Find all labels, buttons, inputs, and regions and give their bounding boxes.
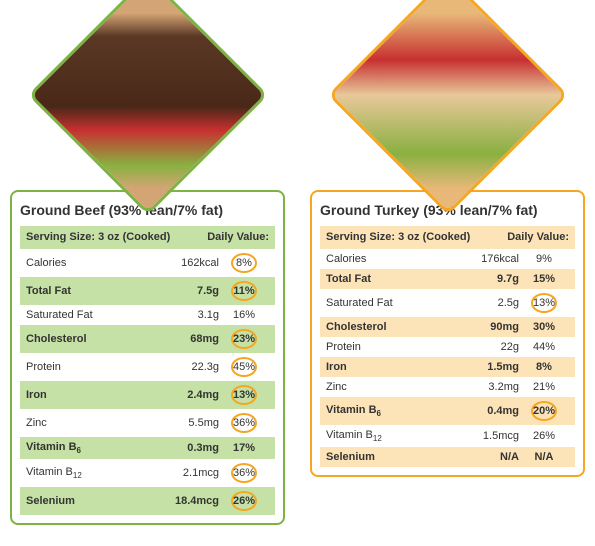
nutrient-dv: 26% [519, 430, 569, 442]
nutrient-value: 1.5mg [459, 361, 519, 373]
nutrient-name: Iron [326, 361, 459, 373]
nutrition-row: Vitamin B60.3mg17% [20, 437, 275, 459]
beef-rows: Calories162kcal8%Total Fat7.5g11%Saturat… [20, 249, 275, 515]
nutrient-name: Total Fat [26, 285, 159, 297]
nutrient-dv: 26% [219, 491, 269, 511]
beef-panel: Ground Beef (93% lean/7% fat) Serving Si… [10, 190, 285, 525]
daily-value-label: Daily Value: [507, 231, 569, 244]
turkey-header-row: Serving Size: 3 oz (Cooked) Daily Value: [320, 226, 575, 249]
nutrient-value: 0.4mg [459, 405, 519, 417]
nutrient-dv: 15% [519, 273, 569, 285]
beef-header-row: Serving Size: 3 oz (Cooked) Daily Value: [20, 226, 275, 249]
nutrition-row: Total Fat9.7g15% [320, 269, 575, 289]
nutrient-dv: 9% [519, 253, 569, 265]
nutrient-name: Vitamin B6 [326, 404, 459, 418]
nutrient-dv: 45% [219, 357, 269, 377]
nutrition-row: Cholesterol90mg30% [320, 317, 575, 337]
daily-value-label: Daily Value: [207, 231, 269, 244]
nutrient-dv: 8% [219, 253, 269, 273]
nutrient-name: Vitamin B12 [26, 466, 159, 480]
nutrient-value: 176kcal [459, 253, 519, 265]
nutrition-row: Vitamin B121.5mcg26% [320, 425, 575, 447]
nutrient-value: 22g [459, 341, 519, 353]
nutrient-dv: 16% [219, 309, 269, 321]
serving-size-label: Serving Size: 3 oz (Cooked) [26, 231, 170, 244]
nutrition-row: SeleniumN/AN/A [320, 447, 575, 467]
nutrient-value: 7.5g [159, 285, 219, 297]
nutrient-dv: 36% [219, 463, 269, 483]
nutrient-value: 68mg [159, 333, 219, 345]
turkey-rows: Calories176kcal9%Total Fat9.7g15%Saturat… [320, 249, 575, 467]
nutrient-name: Protein [26, 361, 159, 373]
beef-image-frame [27, 0, 267, 215]
nutrient-name: Zinc [26, 417, 159, 429]
nutrient-value: 22.3g [159, 361, 219, 373]
nutrition-row: Total Fat7.5g11% [20, 277, 275, 305]
nutrient-value: 90mg [459, 321, 519, 333]
nutrient-dv: 36% [219, 413, 269, 433]
nutrient-name: Protein [326, 341, 459, 353]
beef-card: Ground Beef (93% lean/7% fat) Serving Si… [10, 10, 285, 536]
nutrient-name: Vitamin B6 [26, 441, 159, 455]
nutrition-row: Protein22.3g45% [20, 353, 275, 381]
nutrition-row: Vitamin B122.1mcg36% [20, 459, 275, 487]
nutrient-name: Saturated Fat [26, 309, 159, 321]
nutrition-row: Iron2.4mg13% [20, 381, 275, 409]
nutrient-dv: 8% [519, 361, 569, 373]
nutrient-name: Calories [26, 257, 159, 269]
turkey-panel: Ground Turkey (93% lean/7% fat) Serving … [310, 190, 585, 477]
nutrient-value: 18.4mcg [159, 495, 219, 507]
nutrition-row: Cholesterol68mg23% [20, 325, 275, 353]
turkey-card: Ground Turkey (93% lean/7% fat) Serving … [310, 10, 585, 536]
turkey-image-frame [327, 0, 567, 215]
nutrient-name: Zinc [326, 381, 459, 393]
nutrient-name: Vitamin B12 [326, 429, 459, 443]
nutrient-dv: 44% [519, 341, 569, 353]
nutrient-dv: 20% [519, 401, 569, 421]
nutrient-dv: 17% [219, 442, 269, 454]
nutrient-value: 2.1mcg [159, 467, 219, 479]
nutrient-dv: 21% [519, 381, 569, 393]
nutrient-value: 9.7g [459, 273, 519, 285]
nutrient-name: Selenium [326, 451, 459, 463]
nutrient-value: 3.2mg [459, 381, 519, 393]
nutrition-row: Calories176kcal9% [320, 249, 575, 269]
nutrient-value: 5.5mg [159, 417, 219, 429]
nutrition-row: Zinc3.2mg21% [320, 377, 575, 397]
turkey-burger-image [331, 0, 565, 212]
nutrition-row: Iron1.5mg8% [320, 357, 575, 377]
nutrient-value: 2.4mg [159, 389, 219, 401]
nutrient-name: Cholesterol [326, 321, 459, 333]
nutrient-dv: N/A [519, 451, 569, 463]
beef-burger-image [30, 0, 264, 212]
nutrient-value: 162kcal [159, 257, 219, 269]
nutrient-dv: 13% [219, 385, 269, 405]
nutrient-name: Saturated Fat [326, 297, 459, 309]
nutrient-value: 2.5g [459, 297, 519, 309]
nutrition-row: Vitamin B60.4mg20% [320, 397, 575, 425]
serving-size-label: Serving Size: 3 oz (Cooked) [326, 231, 470, 244]
nutrition-row: Selenium18.4mcg26% [20, 487, 275, 515]
nutrient-value: 0.3mg [159, 442, 219, 454]
nutrient-dv: 11% [219, 281, 269, 301]
nutrient-value: 1.5mcg [459, 430, 519, 442]
nutrition-row: Calories162kcal8% [20, 249, 275, 277]
nutrient-name: Selenium [26, 495, 159, 507]
nutrient-name: Iron [26, 389, 159, 401]
nutrient-dv: 13% [519, 293, 569, 313]
nutrient-value: 3.1g [159, 309, 219, 321]
nutrient-dv: 30% [519, 321, 569, 333]
nutrition-row: Saturated Fat2.5g13% [320, 289, 575, 317]
nutrition-row: Zinc5.5mg36% [20, 409, 275, 437]
nutrient-dv: 23% [219, 329, 269, 349]
nutrition-row: Protein22g44% [320, 337, 575, 357]
nutrient-name: Cholesterol [26, 333, 159, 345]
nutrient-name: Total Fat [326, 273, 459, 285]
nutrient-name: Calories [326, 253, 459, 265]
nutrition-row: Saturated Fat3.1g16% [20, 305, 275, 325]
nutrient-value: N/A [459, 451, 519, 463]
